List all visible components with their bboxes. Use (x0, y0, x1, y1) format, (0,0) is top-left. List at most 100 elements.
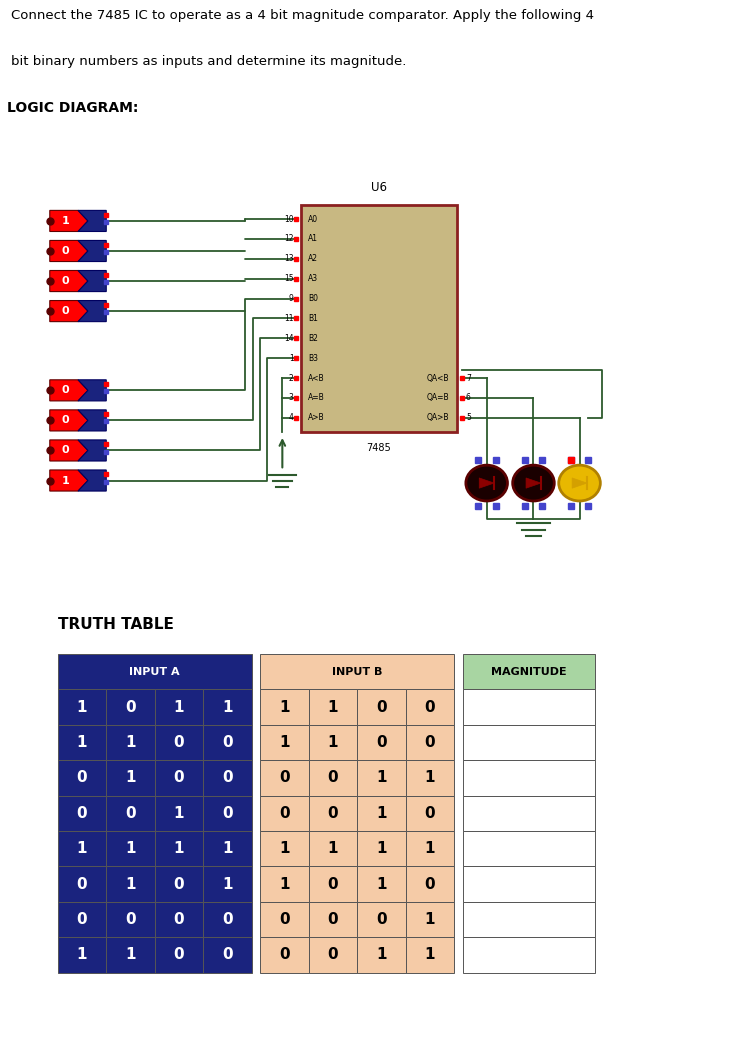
FancyBboxPatch shape (203, 831, 252, 867)
Text: 1: 1 (125, 841, 136, 856)
FancyBboxPatch shape (155, 724, 203, 760)
FancyBboxPatch shape (260, 724, 309, 760)
Polygon shape (50, 380, 88, 401)
Text: 1: 1 (425, 948, 435, 962)
Text: 1: 1 (125, 735, 136, 750)
Polygon shape (50, 470, 88, 491)
FancyBboxPatch shape (357, 760, 406, 795)
Text: 1: 1 (62, 476, 69, 485)
Text: 0: 0 (77, 912, 87, 927)
FancyBboxPatch shape (406, 831, 454, 867)
FancyBboxPatch shape (463, 654, 594, 690)
Text: 0: 0 (222, 948, 233, 962)
Text: 11: 11 (284, 314, 293, 323)
Polygon shape (50, 410, 88, 431)
Text: 1: 1 (77, 735, 87, 750)
Polygon shape (78, 211, 106, 232)
Text: 0: 0 (222, 735, 233, 750)
Text: INPUT A: INPUT A (129, 667, 180, 677)
Text: 0: 0 (62, 385, 69, 395)
Text: A2: A2 (308, 254, 318, 263)
FancyBboxPatch shape (463, 690, 594, 724)
FancyBboxPatch shape (203, 760, 252, 795)
Polygon shape (50, 300, 88, 321)
FancyBboxPatch shape (406, 867, 454, 901)
Text: A>B: A>B (308, 414, 325, 422)
Circle shape (513, 465, 554, 501)
Text: 6: 6 (466, 394, 471, 402)
Text: 0: 0 (376, 735, 387, 750)
FancyBboxPatch shape (58, 760, 106, 795)
Text: 1: 1 (174, 699, 184, 715)
FancyBboxPatch shape (260, 937, 309, 973)
FancyBboxPatch shape (155, 901, 203, 937)
Text: 1: 1 (174, 841, 184, 856)
Text: 1: 1 (222, 876, 233, 892)
Text: 0: 0 (62, 306, 69, 316)
FancyBboxPatch shape (309, 760, 357, 795)
FancyBboxPatch shape (58, 654, 252, 690)
FancyBboxPatch shape (309, 724, 357, 760)
FancyBboxPatch shape (58, 901, 106, 937)
FancyBboxPatch shape (357, 937, 406, 973)
FancyBboxPatch shape (58, 795, 106, 831)
Polygon shape (78, 240, 106, 261)
Circle shape (466, 465, 507, 501)
Polygon shape (78, 380, 106, 401)
FancyBboxPatch shape (260, 901, 309, 937)
Text: 0: 0 (328, 912, 338, 927)
FancyBboxPatch shape (463, 901, 594, 937)
Text: 0: 0 (77, 876, 87, 892)
Text: 0: 0 (62, 276, 69, 286)
Text: 1: 1 (279, 841, 290, 856)
FancyBboxPatch shape (406, 901, 454, 937)
FancyBboxPatch shape (260, 867, 309, 901)
Polygon shape (78, 271, 106, 292)
Text: 1: 1 (125, 876, 136, 892)
FancyBboxPatch shape (58, 724, 106, 760)
FancyBboxPatch shape (260, 795, 309, 831)
Text: A1: A1 (308, 235, 318, 243)
FancyBboxPatch shape (406, 937, 454, 973)
FancyBboxPatch shape (463, 867, 594, 901)
Text: B0: B0 (308, 294, 318, 303)
Text: 1: 1 (289, 354, 293, 362)
FancyBboxPatch shape (406, 760, 454, 795)
Text: 0: 0 (425, 699, 435, 715)
Text: 4: 4 (288, 414, 293, 422)
Text: 0: 0 (425, 735, 435, 750)
Text: 1: 1 (125, 948, 136, 962)
FancyBboxPatch shape (203, 795, 252, 831)
Text: 1: 1 (328, 699, 338, 715)
FancyBboxPatch shape (357, 795, 406, 831)
FancyBboxPatch shape (203, 724, 252, 760)
Text: bit binary numbers as inputs and determine its magnitude.: bit binary numbers as inputs and determi… (11, 56, 406, 68)
FancyBboxPatch shape (155, 937, 203, 973)
Text: 1: 1 (425, 912, 435, 927)
Text: A0: A0 (308, 215, 319, 223)
FancyBboxPatch shape (463, 760, 594, 795)
Text: 1: 1 (174, 806, 184, 820)
Text: 0: 0 (328, 948, 338, 962)
Text: 1: 1 (328, 841, 338, 856)
Polygon shape (78, 410, 106, 431)
FancyBboxPatch shape (260, 760, 309, 795)
FancyBboxPatch shape (309, 867, 357, 901)
Text: 9: 9 (288, 294, 293, 303)
Text: LOGIC DIAGRAM:: LOGIC DIAGRAM: (7, 101, 139, 115)
Text: QA<B: QA<B (427, 374, 450, 382)
Text: 0: 0 (425, 876, 435, 892)
FancyBboxPatch shape (155, 831, 203, 867)
Text: 0: 0 (77, 771, 87, 786)
FancyBboxPatch shape (309, 795, 357, 831)
Text: 1: 1 (425, 841, 435, 856)
FancyBboxPatch shape (463, 724, 594, 760)
Text: 0: 0 (62, 246, 69, 256)
FancyBboxPatch shape (203, 901, 252, 937)
FancyBboxPatch shape (463, 831, 594, 867)
Text: 7485: 7485 (366, 443, 392, 454)
Text: 1: 1 (125, 771, 136, 786)
FancyBboxPatch shape (155, 795, 203, 831)
FancyBboxPatch shape (309, 901, 357, 937)
Text: 0: 0 (328, 771, 338, 786)
